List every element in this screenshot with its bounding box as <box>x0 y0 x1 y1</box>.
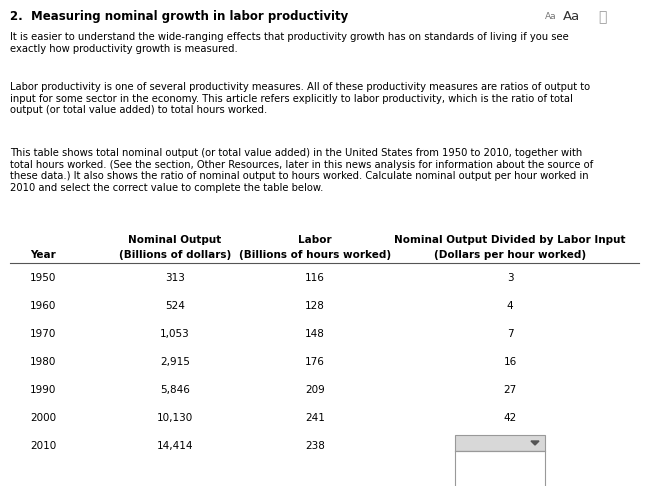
Text: 2000: 2000 <box>30 413 56 423</box>
Text: Aa: Aa <box>545 12 557 21</box>
Text: 524: 524 <box>165 301 185 311</box>
Text: 42: 42 <box>504 413 517 423</box>
Text: 1970: 1970 <box>30 329 56 339</box>
Text: Nominal Output Divided by Labor Input: Nominal Output Divided by Labor Input <box>394 235 626 245</box>
Bar <box>455 435 545 451</box>
Text: (Dollars per hour worked): (Dollars per hour worked) <box>434 250 586 260</box>
Text: Aa: Aa <box>563 10 580 23</box>
Text: 16: 16 <box>504 357 517 367</box>
Text: 27: 27 <box>504 385 517 395</box>
Text: It is easier to understand the wide-ranging effects that productivity growth has: It is easier to understand the wide-rang… <box>10 32 569 53</box>
Text: (Billions of dollars): (Billions of dollars) <box>119 250 231 260</box>
Text: This table shows total nominal output (or total value added) in the United State: This table shows total nominal output (o… <box>10 148 593 193</box>
Bar <box>455 451 545 486</box>
Text: 238: 238 <box>305 441 325 451</box>
Text: (Billions of hours worked): (Billions of hours worked) <box>239 250 391 260</box>
Text: 4: 4 <box>507 301 513 311</box>
Text: 241: 241 <box>305 413 325 423</box>
Polygon shape <box>531 441 539 445</box>
Text: Nominal Output: Nominal Output <box>129 235 221 245</box>
Text: 148: 148 <box>305 329 325 339</box>
Text: 5,846: 5,846 <box>160 385 190 395</box>
Text: 1980: 1980 <box>30 357 56 367</box>
Text: 176: 176 <box>305 357 325 367</box>
Text: 116: 116 <box>305 273 325 283</box>
Text: 2,915: 2,915 <box>160 357 190 367</box>
Text: Labor productivity is one of several productivity measures. All of these product: Labor productivity is one of several pro… <box>10 82 590 115</box>
Text: 14,414: 14,414 <box>157 441 193 451</box>
Text: 2.  Measuring nominal growth in labor productivity: 2. Measuring nominal growth in labor pro… <box>10 10 349 23</box>
Text: Labor: Labor <box>298 235 332 245</box>
Text: 61: 61 <box>461 472 474 482</box>
Text: 3: 3 <box>507 273 513 283</box>
Text: 313: 313 <box>165 273 185 283</box>
Text: 7: 7 <box>507 329 513 339</box>
Text: ⎙: ⎙ <box>598 10 606 24</box>
Text: 209: 209 <box>305 385 325 395</box>
Text: 45: 45 <box>461 455 474 465</box>
Text: 10,130: 10,130 <box>157 413 193 423</box>
Text: 128: 128 <box>305 301 325 311</box>
Text: Year: Year <box>30 250 56 260</box>
Text: 2010: 2010 <box>30 441 56 451</box>
Text: 1960: 1960 <box>30 301 56 311</box>
Text: 1950: 1950 <box>30 273 56 283</box>
Text: 1,053: 1,053 <box>160 329 190 339</box>
Text: 1990: 1990 <box>30 385 56 395</box>
